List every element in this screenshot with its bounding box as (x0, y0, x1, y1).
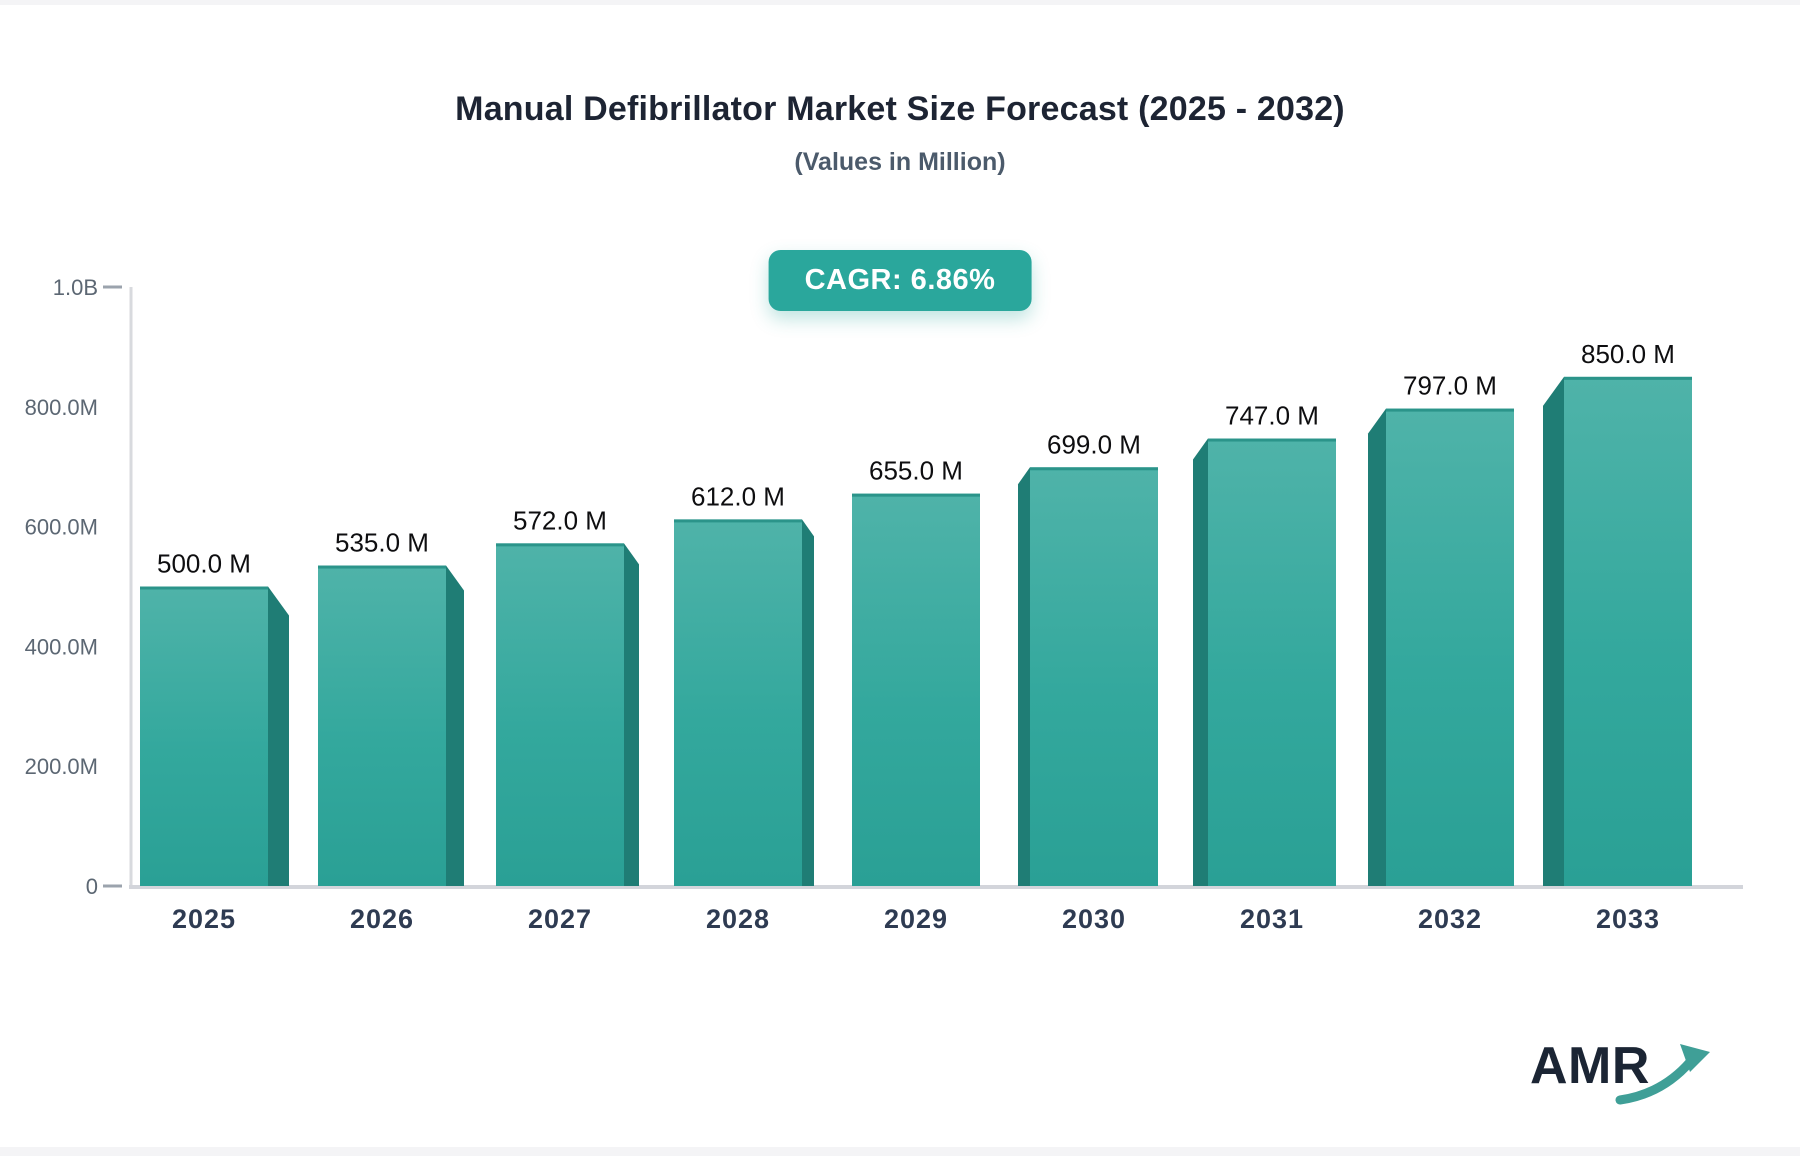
bar-side-panel (1018, 467, 1030, 886)
bar (852, 493, 980, 886)
y-tick-label: 1.0B (53, 275, 98, 300)
bar-top-edge (852, 493, 980, 497)
amr-logo: AMR (1522, 1034, 1732, 1108)
chart-title: Manual Defibrillator Market Size Forecas… (455, 90, 1345, 128)
bar-top-edge (674, 519, 802, 523)
bar-value-label: 500.0 M (157, 549, 251, 579)
amr-logo-text: AMR (1530, 1037, 1650, 1095)
growth-arrow-icon (1615, 1044, 1710, 1105)
growth-arrow-shaft (1615, 1057, 1695, 1105)
bar-value-label: 655.0 M (869, 456, 963, 486)
bar-value-label: 699.0 M (1047, 429, 1141, 459)
bar-side-panel (446, 565, 464, 886)
bar (496, 543, 624, 886)
bar-value-label: 797.0 M (1403, 371, 1497, 401)
bar-top-edge (496, 543, 624, 547)
y-tick-label: 600.0M (25, 515, 98, 540)
chart-subtitle: (Values in Million) (794, 148, 1006, 176)
x-tick-label: 2033 (1596, 904, 1660, 934)
x-tick-label: 2025 (172, 904, 236, 934)
x-tick-label: 2032 (1418, 904, 1482, 934)
bar (1208, 438, 1336, 886)
x-tick-label: 2027 (528, 904, 592, 934)
bar (318, 565, 446, 886)
x-tick-label: 2028 (706, 904, 770, 934)
x-tick-label: 2029 (884, 904, 948, 934)
growth-arrow-head (1680, 1044, 1710, 1072)
bar-side-panel (624, 543, 639, 886)
bar-side-panel (1193, 438, 1208, 886)
bar-top-edge (1564, 376, 1692, 380)
x-tick-label: 2026 (350, 904, 414, 934)
x-tick-label: 2031 (1240, 904, 1304, 934)
bar-side-panel (268, 586, 289, 886)
y-tick-label: 0 (86, 874, 98, 899)
bar (1030, 467, 1158, 886)
bar-top-edge (1030, 467, 1158, 471)
bar (1386, 408, 1514, 886)
bar-value-label: 747.0 M (1225, 401, 1319, 431)
bar-top-edge (140, 586, 268, 590)
bar-side-panel (1368, 408, 1386, 886)
bar (1564, 376, 1692, 886)
x-tick-label: 2030 (1062, 904, 1126, 934)
bar-value-label: 850.0 M (1581, 339, 1675, 369)
bar-side-panel (1543, 376, 1564, 886)
bar-value-label: 572.0 M (513, 505, 607, 535)
bar (140, 586, 268, 886)
bar-value-label: 535.0 M (335, 528, 429, 558)
bar-top-edge (1386, 408, 1514, 412)
bar (674, 519, 802, 886)
y-tick-label: 800.0M (25, 395, 98, 420)
bar-side-panel (802, 519, 814, 886)
bar-value-label: 612.0 M (691, 481, 785, 511)
y-tick-label: 400.0M (25, 634, 98, 659)
cagr-badge: CAGR: 6.86% (768, 250, 1032, 311)
bar-top-edge (318, 565, 446, 569)
y-tick-label: 200.0M (25, 754, 98, 779)
bar-top-edge (1208, 438, 1336, 442)
